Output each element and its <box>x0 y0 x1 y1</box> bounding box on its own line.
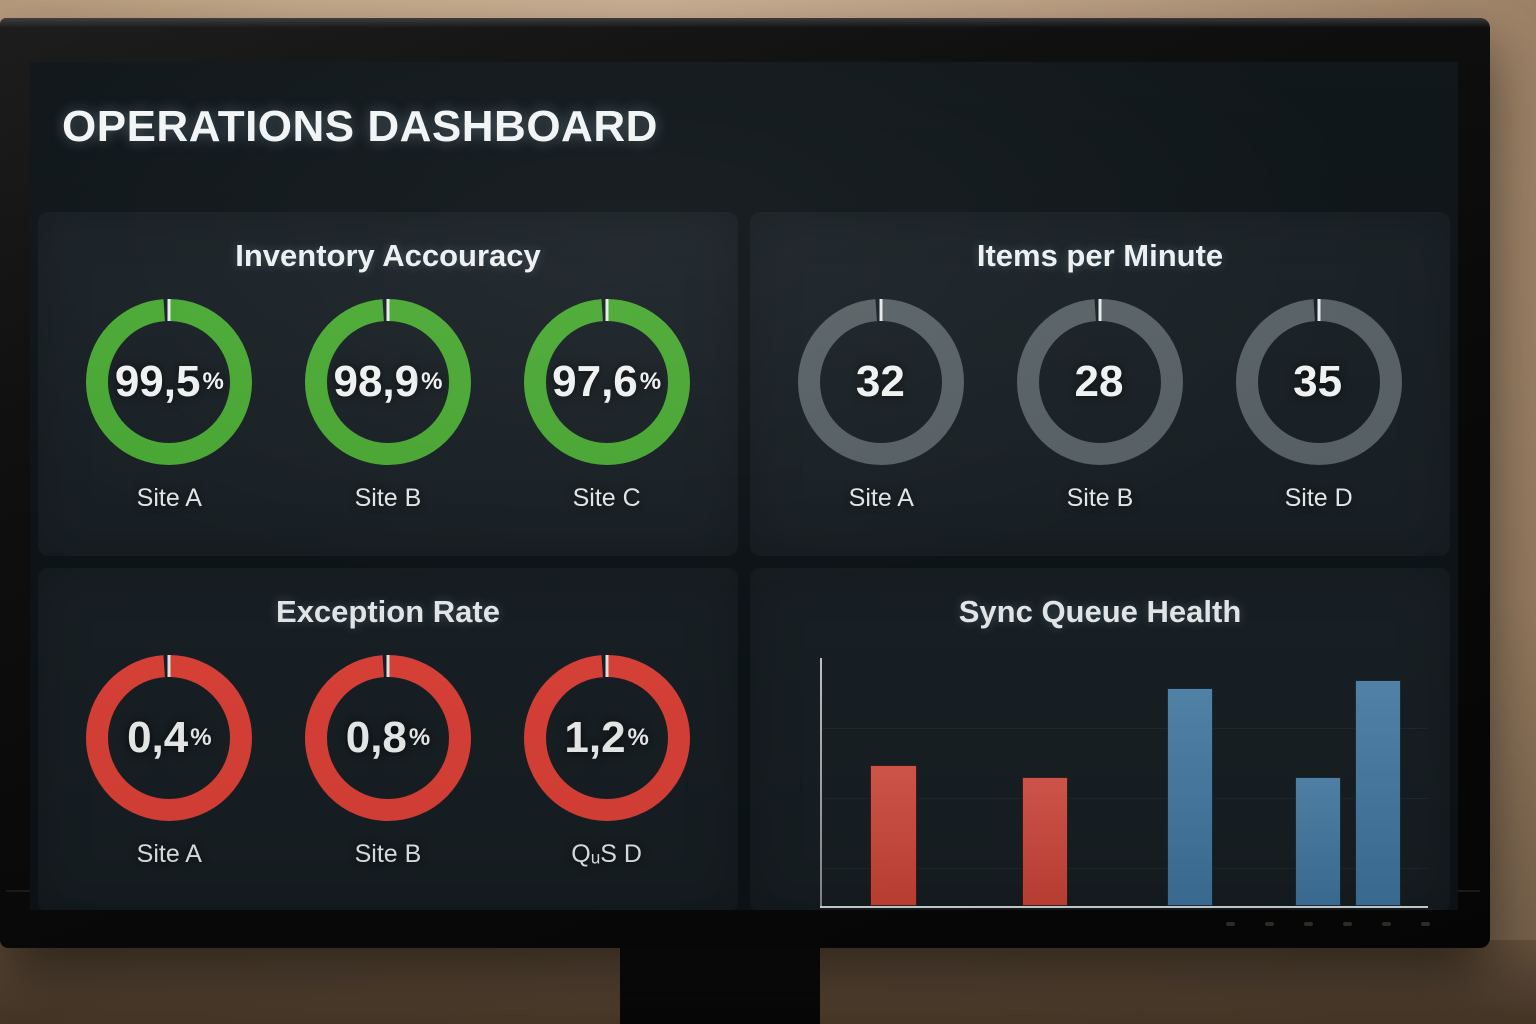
gauge-value-group: 0,4% <box>85 652 253 824</box>
panel-inventory-accuracy: Inventory Accouracy 99,5% Site A 98,9% Site… <box>38 212 738 556</box>
bar-chart: Site ASite BSite CSite O <box>790 658 1428 908</box>
chart-bars <box>822 658 1428 906</box>
gauge-row-exception-rate: 0,4% Site A 0,8% Site B 1,2% QᵤS D <box>38 652 738 869</box>
gauge-ring: 35 <box>1235 296 1403 468</box>
chart-y-axis <box>820 658 822 908</box>
bezel-top-highlight <box>0 18 1490 28</box>
gauge-unit: % <box>639 368 662 395</box>
panel-title-exception-rate: Exception Rate <box>276 594 500 629</box>
gauge-ring-svg <box>86 299 253 465</box>
gauge-site-a[interactable]: 99,5% Site A <box>61 296 277 513</box>
dashboard-grid: Inventory Accouracy 99,5% Site A 98,9% Site… <box>34 212 1454 910</box>
monitor-button[interactable] <box>1382 922 1391 926</box>
gauge-ring: 98,9% <box>304 296 472 468</box>
gauge-unit: % <box>627 724 649 751</box>
monitor-button[interactable] <box>1226 922 1235 926</box>
chart-gridline <box>822 798 1428 799</box>
monitor-button[interactable] <box>1343 922 1352 926</box>
panel-items-per-minute: Items per Minute 32 Site A 28 Site B 35 Site … <box>750 212 1450 556</box>
gauge-value: 1,2 <box>564 713 626 762</box>
gauge-ring: 99,5% <box>85 296 253 468</box>
dashboard-screen: OPERATIONS DASHBOARD Inventory Accouracy… <box>30 62 1458 910</box>
bar-site-a[interactable] <box>870 764 917 906</box>
gauge-label: Site A <box>136 840 202 868</box>
page-title: OPERATIONS DASHBOARD <box>62 102 658 151</box>
gauge-value: 35 <box>1293 357 1343 406</box>
chart-gridline <box>822 728 1428 729</box>
gauge-value: 98,9 <box>333 357 420 406</box>
gauge-value-group: 28 <box>1016 296 1184 468</box>
bar-site-o[interactable] <box>1294 777 1341 906</box>
gauge-site-b[interactable]: 0,8% Site B <box>280 652 496 869</box>
gauge-label: Site B <box>354 840 422 868</box>
gauge-site-c[interactable]: 97,6% Site C <box>498 296 714 513</box>
gauge-ring-svg <box>523 299 690 465</box>
gauge-label: Site B <box>354 484 422 512</box>
gauge-ring-svg <box>304 299 471 465</box>
gauge-site-b[interactable]: 28 Site B <box>992 296 1208 513</box>
gauge-ring-svg <box>523 655 690 821</box>
gauge-value-group: 0,8% <box>304 652 472 824</box>
gauge-label: Site B <box>1066 484 1134 512</box>
gauge-site-b[interactable]: 98,9% Site B <box>280 296 496 513</box>
panel-title-items-per-minute: Items per Minute <box>976 238 1224 273</box>
gauge-site-a[interactable]: 0,4% Site A <box>61 652 277 869</box>
gauge-row-items-per-minute: 32 Site A 28 Site B 35 Site D <box>750 296 1450 513</box>
gauge-ring-svg <box>1235 299 1402 465</box>
monitor-button-row[interactable] <box>1226 922 1430 926</box>
gauge-ring-svg <box>86 655 253 821</box>
gauge-ring: 32 <box>797 296 965 468</box>
gauge-value: 32 <box>855 357 905 406</box>
gauge-value-group: 98,9% <box>304 296 472 468</box>
panel-sync-queue-health: Sync Queue Health Site ASite BSite CSite… <box>750 568 1450 910</box>
gauge-qᵤs-d[interactable]: 1,2% QᵤS D <box>498 652 714 869</box>
bar-site-c[interactable] <box>1167 687 1214 906</box>
gauge-ring: 28 <box>1016 296 1184 468</box>
gauge-row-inventory-accuracy: 99,5% Site A 98,9% Site B 97,6% Site C <box>38 296 738 513</box>
gauge-label: Site A <box>136 484 202 512</box>
gauge-value-group: 35 <box>1235 296 1403 468</box>
gauge-ring: 97,6% <box>523 296 691 468</box>
gauge-ring: 0,4% <box>85 652 253 824</box>
monitor-button[interactable] <box>1421 922 1430 926</box>
chart-x-axis <box>820 906 1428 908</box>
gauge-label: Site D <box>1284 484 1353 512</box>
gauge-site-d[interactable]: 35 Site D <box>1210 296 1426 513</box>
gauge-label: Site C <box>572 484 641 512</box>
bar-site-o[interactable] <box>1355 680 1402 906</box>
panel-title-sync-queue-health: Sync Queue Health <box>958 594 1242 629</box>
gauge-unit: % <box>190 724 212 751</box>
gauge-value-group: 97,6% <box>523 296 691 468</box>
chart-gridline <box>822 868 1428 869</box>
gauge-label: QᵤS D <box>571 840 642 868</box>
gauge-value: 0,4 <box>127 713 189 762</box>
gauge-value: 28 <box>1074 357 1124 406</box>
gauge-label: Site A <box>848 484 914 512</box>
gauge-value: 99,5 <box>114 357 201 406</box>
monitor-button[interactable] <box>1304 922 1313 926</box>
gauge-ring: 0,8% <box>304 652 472 824</box>
gauge-site-a[interactable]: 32 Site A <box>773 296 989 513</box>
gauge-unit: % <box>408 724 431 751</box>
bar-site-b[interactable] <box>1021 777 1069 906</box>
gauge-ring: 1,2% <box>523 652 691 824</box>
gauge-ring-svg <box>1016 299 1183 465</box>
gauge-ring-svg <box>798 299 965 465</box>
gauge-value-group: 99,5% <box>85 296 253 468</box>
gauge-value: 0,8 <box>345 713 407 762</box>
gauge-value: 97,6 <box>552 357 638 406</box>
panel-exception-rate: Exception Rate 0,4% Site A 0,8% Site B 1,2% Q… <box>38 568 738 910</box>
gauge-value-group: 1,2% <box>523 652 691 824</box>
gauge-unit: % <box>202 368 224 395</box>
gauge-unit: % <box>421 368 443 395</box>
monitor-bezel: OPERATIONS DASHBOARD Inventory Accouracy… <box>0 18 1490 948</box>
panel-title-inventory-accuracy: Inventory Accouracy <box>235 238 541 273</box>
monitor-button[interactable] <box>1265 922 1274 926</box>
gauge-value-group: 32 <box>797 296 965 468</box>
gauge-ring-svg <box>304 655 471 821</box>
